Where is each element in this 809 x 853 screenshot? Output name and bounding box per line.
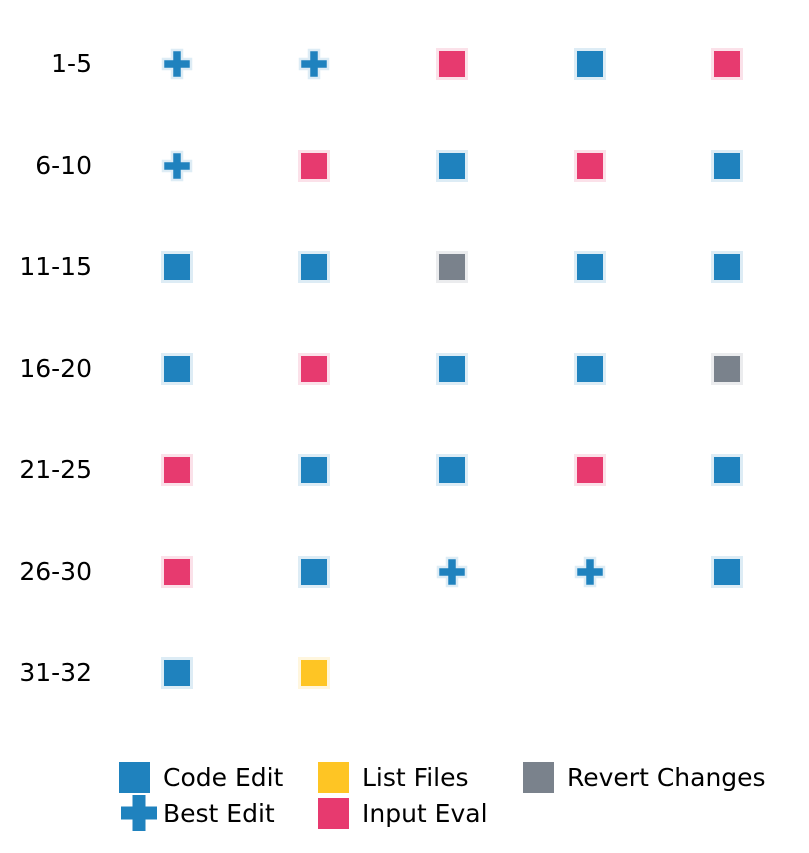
code-edit-marker-icon — [436, 353, 468, 385]
code-edit-marker-icon — [161, 657, 193, 689]
code-edit-marker-icon — [161, 251, 193, 283]
code-edit-marker-icon — [161, 353, 193, 385]
row-label: 16-20 — [19, 354, 92, 383]
code-edit-marker-icon — [574, 48, 606, 80]
legend-label: List Files — [362, 762, 469, 792]
input-eval-marker-icon — [574, 150, 606, 182]
code-edit-marker-icon — [298, 454, 330, 486]
list-files-legend-swatch-icon — [318, 761, 362, 793]
input-eval-marker-icon — [574, 454, 606, 486]
best-edit-marker-icon — [161, 48, 193, 80]
input-eval-marker-icon — [436, 48, 468, 80]
legend-item-list-files: List Files — [318, 759, 469, 795]
best-edit-marker-icon — [161, 150, 193, 182]
row-label: 31-32 — [19, 658, 92, 687]
legend-item-input-eval: Input Eval — [318, 795, 488, 831]
best-edit-legend-swatch-icon — [119, 793, 163, 833]
row-label: 11-15 — [19, 252, 92, 281]
code-edit-marker-icon — [711, 150, 743, 182]
row-label: 6-10 — [35, 151, 92, 180]
input-eval-legend-swatch-icon — [318, 797, 362, 829]
revert-changes-marker-icon — [436, 251, 468, 283]
row-label: 1-5 — [51, 49, 92, 78]
code-edit-marker-icon — [711, 251, 743, 283]
input-eval-marker-icon — [711, 48, 743, 80]
legend-label: Code Edit — [163, 762, 284, 792]
input-eval-marker-icon — [298, 150, 330, 182]
best-edit-marker-icon — [436, 556, 468, 588]
code-edit-marker-icon — [711, 556, 743, 588]
code-edit-marker-icon — [298, 251, 330, 283]
legend-label: Best Edit — [163, 798, 275, 828]
legend-item-code-edit: Code Edit — [119, 759, 283, 795]
input-eval-marker-icon — [161, 556, 193, 588]
revert-changes-marker-icon — [711, 353, 743, 385]
code-edit-marker-icon — [436, 454, 468, 486]
code-edit-marker-icon — [298, 556, 330, 588]
code-edit-marker-icon — [711, 454, 743, 486]
legend-item-revert-changes: Revert Changes — [523, 759, 766, 795]
input-eval-marker-icon — [298, 353, 330, 385]
code-edit-marker-icon — [436, 150, 468, 182]
legend-label: Revert Changes — [567, 762, 766, 792]
row-label: 26-30 — [19, 557, 92, 586]
code-edit-marker-icon — [574, 251, 606, 283]
legend-item-best-edit: Best Edit — [119, 795, 275, 831]
best-edit-marker-icon — [298, 48, 330, 80]
code-edit-legend-swatch-icon — [119, 761, 163, 793]
row-label: 21-25 — [19, 455, 92, 484]
best-edit-marker-icon — [574, 556, 606, 588]
list-files-marker-icon — [298, 657, 330, 689]
revert-changes-legend-swatch-icon — [523, 761, 567, 793]
input-eval-marker-icon — [161, 454, 193, 486]
legend-label: Input Eval — [362, 798, 488, 828]
code-edit-marker-icon — [574, 353, 606, 385]
